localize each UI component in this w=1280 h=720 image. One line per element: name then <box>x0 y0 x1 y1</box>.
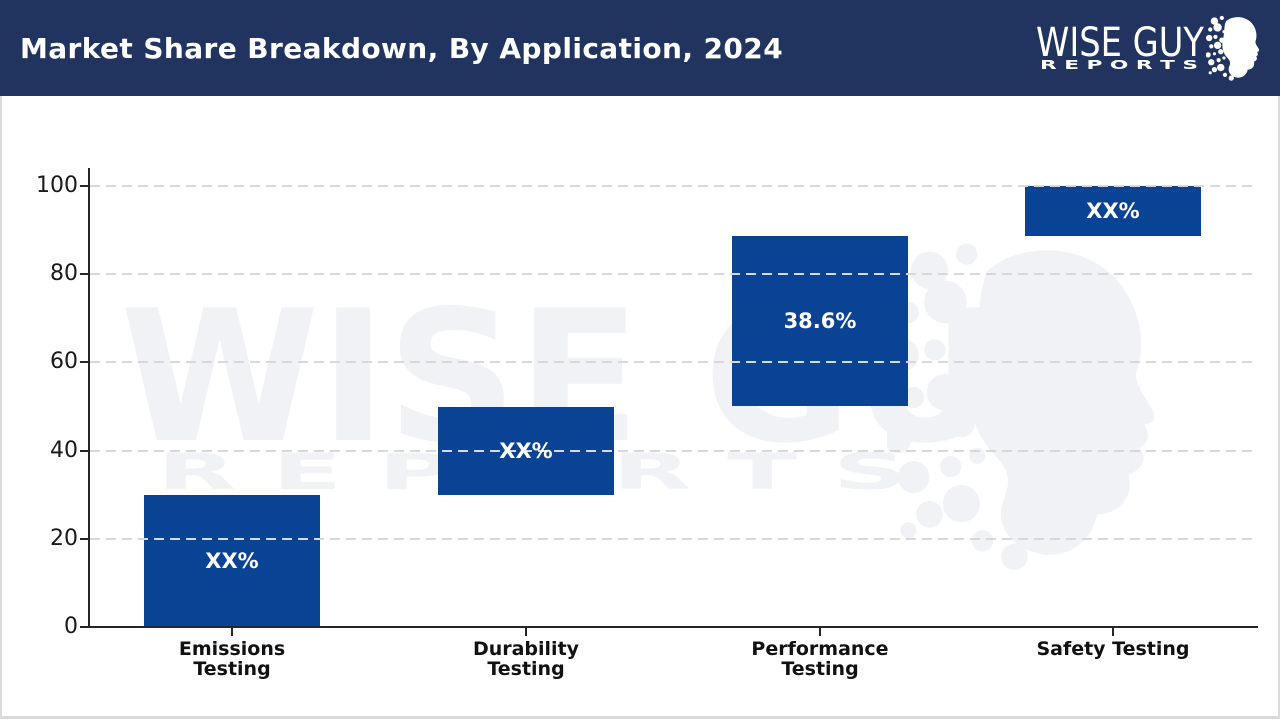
bar-1 <box>144 494 320 627</box>
y-tick-label-80: 80 <box>50 261 78 287</box>
x-axis-label-2: Durability Testing <box>431 639 621 679</box>
gridline-20 <box>90 537 1255 540</box>
x-axis-line <box>90 626 1258 628</box>
x-axis-label-line: Emissions Testing <box>178 638 286 680</box>
plot-area: 0 20 40 60 80 100 XX% XX% 38.6% XX% Emissions Test… <box>2 96 1278 716</box>
x-tick-mark-3 <box>819 628 821 636</box>
bar-value-label-2: XX% <box>499 438 553 463</box>
x-axis-label-line: Performance <box>751 638 889 660</box>
y-tick-mark-100 <box>80 185 90 187</box>
y-tick-label-20: 20 <box>50 525 78 551</box>
bar-value-label-3: 38.6% <box>783 309 857 334</box>
gridline-60 <box>90 361 1255 364</box>
gridline-100 <box>90 185 1255 187</box>
y-tick-mark-40 <box>80 449 90 452</box>
wise-guy-reports-logo: WISE GUY R E P O R T S <box>1036 15 1260 81</box>
logo-head-icon <box>1206 15 1260 81</box>
y-axis-spine <box>88 168 90 628</box>
y-tick-mark-80 <box>80 273 90 276</box>
x-axis-label-1: Emissions Testing <box>137 639 327 679</box>
background-watermark: WISE GUY R E P O R T S <box>120 243 1155 571</box>
x-axis-label-line: Safety Testing <box>1036 638 1190 660</box>
y-tick-label-0: 0 <box>64 614 78 639</box>
x-tick-mark-2 <box>525 628 527 636</box>
chart-canvas: WISE GUY R E P O R T S 0 20 40 60 80 100 XX% XX… <box>0 96 1280 719</box>
x-tick-mark-1 <box>231 628 233 636</box>
header-bar: Market Share Breakdown, By Application, … <box>0 0 1280 96</box>
x-axis-label-3: Performance Testing <box>725 639 915 679</box>
y-tick-mark-0 <box>80 626 90 628</box>
gridline-80 <box>90 273 1255 276</box>
logo-brand-text: WISE GUY <box>1036 20 1204 66</box>
x-axis-label-line: Durability Testing <box>472 638 580 680</box>
chart-title: Market Share Breakdown, By Application, … <box>20 31 784 65</box>
bar-3 <box>732 236 908 407</box>
logo-subtitle-text: R E P O R T S <box>1040 58 1198 72</box>
bar-4 <box>1025 186 1201 237</box>
gridline-40 <box>90 449 1255 452</box>
y-tick-label-100: 100 <box>36 173 78 198</box>
y-tick-mark-60 <box>80 361 90 364</box>
y-tick-label-40: 40 <box>50 437 78 463</box>
bar-value-label-1: XX% <box>205 548 259 573</box>
x-tick-mark-4 <box>1112 628 1114 636</box>
x-axis-label-line: Testing <box>781 658 859 680</box>
bar-value-label-4: XX% <box>1086 199 1140 224</box>
x-axis-label-4: Safety Testing <box>1018 639 1208 659</box>
y-tick-label-60: 60 <box>50 349 78 375</box>
y-tick-mark-20 <box>80 537 90 540</box>
